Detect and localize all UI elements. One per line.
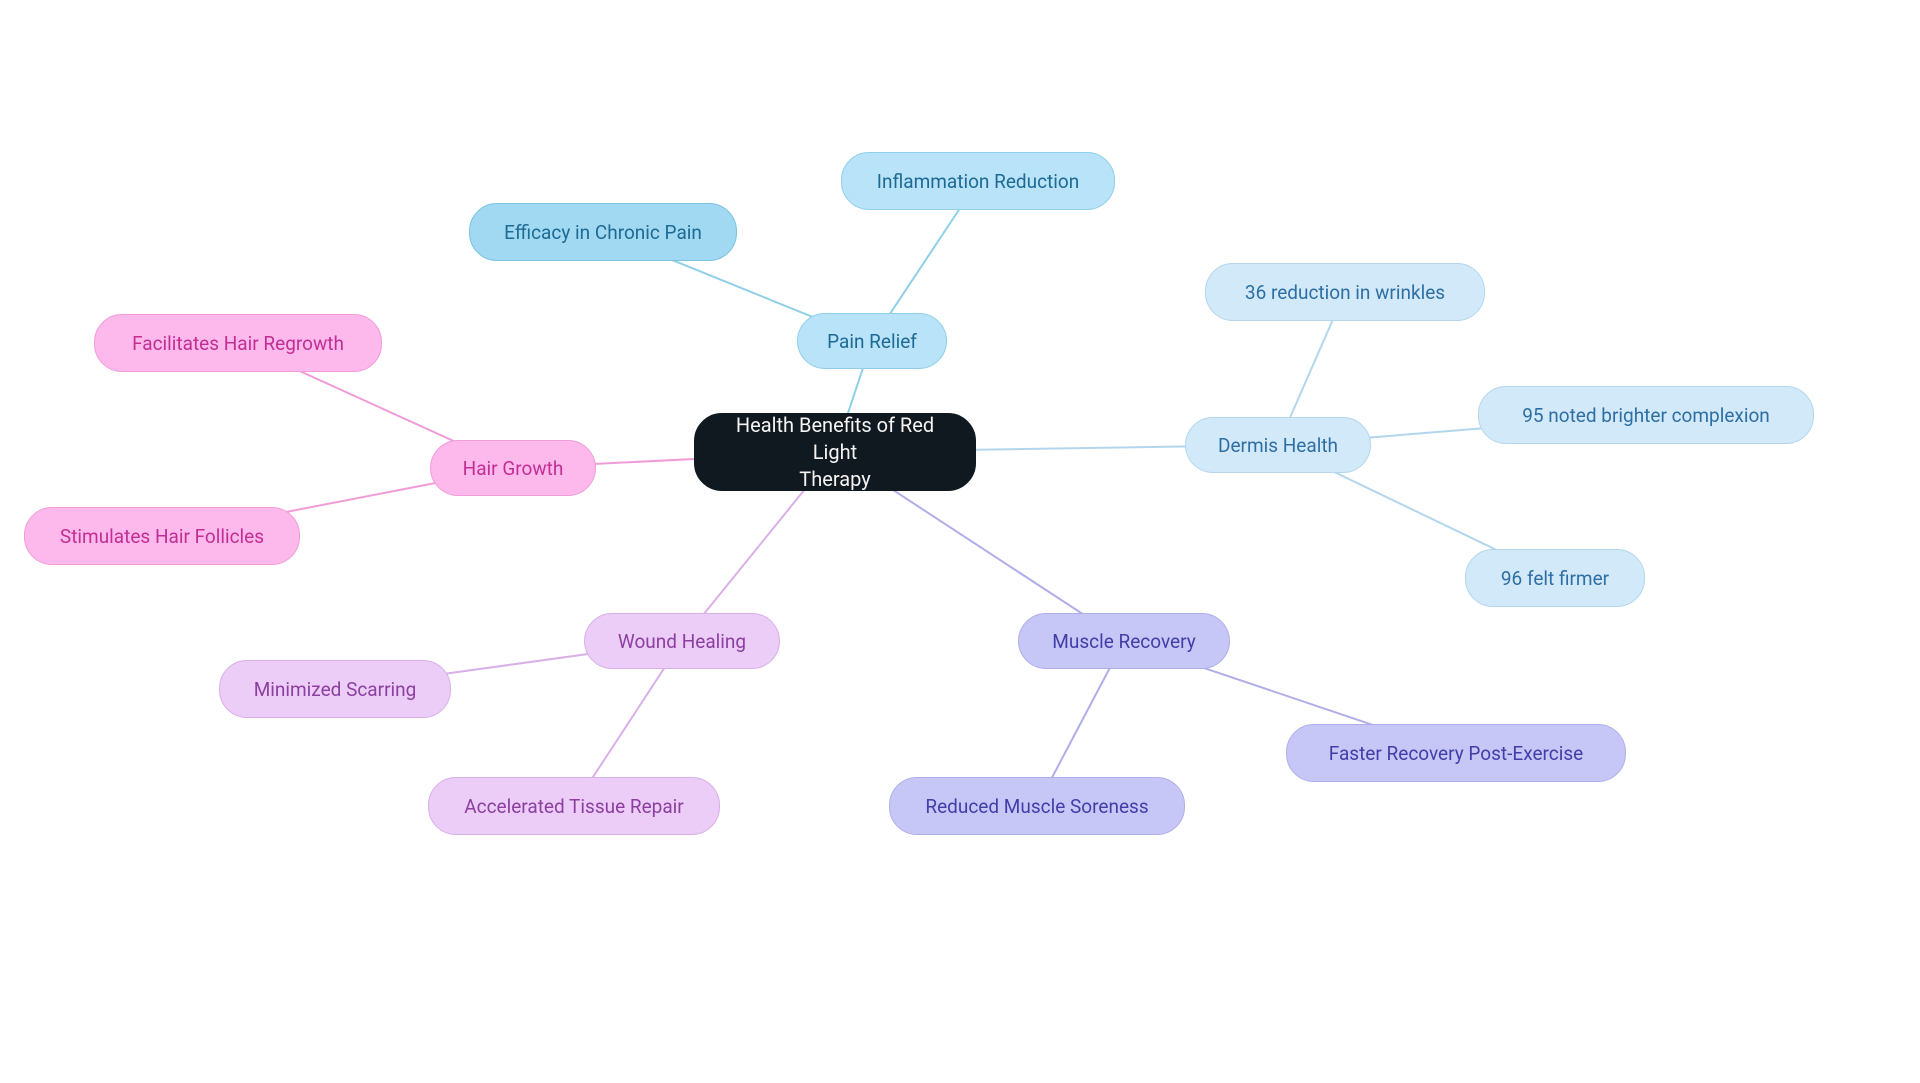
mindmap-diagram: Health Benefits of Red Light Therapy Pain…: [0, 0, 1920, 1083]
leaf-complexion-label: 95 noted brighter complexion: [1522, 404, 1770, 427]
branch-wound-healing-label: Wound Healing: [618, 630, 746, 653]
branch-muscle-recovery: Muscle Recovery: [1018, 613, 1230, 669]
leaf-inflammation-label: Inflammation Reduction: [877, 170, 1079, 193]
leaf-complexion: 95 noted brighter complexion: [1478, 386, 1814, 444]
branch-wound-healing: Wound Healing: [584, 613, 780, 669]
branch-muscle-recovery-label: Muscle Recovery: [1052, 630, 1195, 653]
leaf-hair-regrowth-label: Facilitates Hair Regrowth: [132, 332, 344, 355]
leaf-faster-recovery-label: Faster Recovery Post-Exercise: [1329, 742, 1583, 765]
leaf-scarring: Minimized Scarring: [219, 660, 451, 718]
leaf-hair-follicles-label: Stimulates Hair Follicles: [60, 525, 264, 548]
branch-dermis-health-label: Dermis Health: [1218, 434, 1338, 457]
leaf-inflammation: Inflammation Reduction: [841, 152, 1115, 210]
leaf-faster-recovery: Faster Recovery Post-Exercise: [1286, 724, 1626, 782]
branch-pain-relief-label: Pain Relief: [827, 330, 917, 353]
leaf-soreness: Reduced Muscle Soreness: [889, 777, 1185, 835]
leaf-scarring-label: Minimized Scarring: [254, 678, 417, 701]
branch-hair-growth-label: Hair Growth: [463, 457, 564, 480]
leaf-wrinkles-label: 36 reduction in wrinkles: [1245, 281, 1445, 304]
leaf-hair-follicles: Stimulates Hair Follicles: [24, 507, 300, 565]
leaf-tissue-repair: Accelerated Tissue Repair: [428, 777, 720, 835]
branch-hair-growth: Hair Growth: [430, 440, 596, 496]
leaf-tissue-repair-label: Accelerated Tissue Repair: [464, 795, 683, 818]
leaf-chronic-pain: Efficacy in Chronic Pain: [469, 203, 737, 261]
center-node: Health Benefits of Red Light Therapy: [694, 413, 976, 491]
leaf-soreness-label: Reduced Muscle Soreness: [925, 795, 1148, 818]
leaf-firmer: 96 felt firmer: [1465, 549, 1645, 607]
center-node-label: Health Benefits of Red Light Therapy: [723, 412, 947, 493]
branch-pain-relief: Pain Relief: [797, 313, 947, 369]
branch-dermis-health: Dermis Health: [1185, 417, 1371, 473]
leaf-chronic-pain-label: Efficacy in Chronic Pain: [504, 221, 702, 244]
leaf-firmer-label: 96 felt firmer: [1501, 567, 1609, 590]
leaf-hair-regrowth: Facilitates Hair Regrowth: [94, 314, 382, 372]
leaf-wrinkles: 36 reduction in wrinkles: [1205, 263, 1485, 321]
